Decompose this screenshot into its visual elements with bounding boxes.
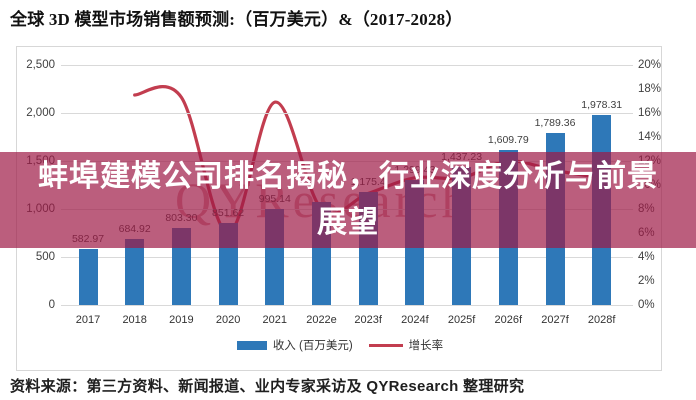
- revenue-legend-label: 收入 (百万美元): [272, 340, 353, 352]
- source-note: 资料来源：第三方资料、新闻报道、业内专家采访及 QYResearch 整理研究: [10, 378, 525, 395]
- left-axis-tick: 500: [35, 251, 55, 263]
- right-axis-tick: 2%: [638, 275, 655, 287]
- gridline: [61, 113, 633, 114]
- right-axis-tick: 16%: [638, 107, 662, 119]
- bar-value-label-2026f: 1,609.79: [487, 134, 529, 147]
- legend-item-growth: 增长率: [368, 337, 444, 353]
- overlay-banner-line2: 展望: [317, 206, 379, 239]
- revenue-bar-2018: [125, 239, 145, 305]
- x-axis-label-2026f: 2026f: [494, 314, 523, 326]
- left-axis-tick: 0: [48, 299, 55, 311]
- x-axis-label-2023f: 2023f: [354, 314, 382, 326]
- x-axis-label-2020: 2020: [215, 314, 241, 326]
- chart-title: 全球 3D 模型市场销售额预测:（百万美元）&（2017-2028）: [10, 10, 463, 29]
- right-axis-tick: 0%: [638, 299, 655, 311]
- chart-legend: 收入 (百万美元) 增长率: [17, 337, 663, 353]
- left-axis-tick: 2,500: [26, 59, 55, 71]
- x-axis-label-2027f: 2027f: [541, 314, 569, 326]
- x-axis-label-2021: 2021: [262, 314, 288, 326]
- gridline: [61, 65, 633, 66]
- right-axis-tick: 18%: [638, 83, 662, 95]
- x-axis-label-2019: 2019: [169, 314, 194, 326]
- x-axis-label-2025f: 2025f: [447, 314, 476, 326]
- bar-value-label-2028f: 1,978.31: [581, 99, 623, 112]
- legend-item-revenue: 收入 (百万美元): [236, 337, 353, 353]
- bar-value-label-2027f: 1,789.36: [534, 117, 576, 130]
- right-axis-tick: 20%: [638, 59, 662, 71]
- right-axis-tick: 4%: [638, 251, 655, 263]
- x-axis-label-2024f: 2024f: [401, 314, 429, 326]
- left-axis-tick: 2,000: [26, 107, 55, 119]
- overlay-banner-line1: 蚌埠建模公司排名揭秘，行业深度分析与前景: [38, 160, 658, 193]
- growth-legend-swatch-icon: [368, 343, 403, 347]
- x-axis-label-2028f: 2028f: [587, 314, 616, 326]
- right-axis-tick: 14%: [638, 131, 662, 143]
- gridline: [61, 257, 633, 258]
- x-axis-label-2017: 2017: [75, 314, 101, 326]
- overlay-banner: 蚌埠建模公司排名揭秘，行业深度分析与前景 展望: [0, 152, 696, 248]
- gridline: [61, 305, 633, 306]
- x-axis-label-2018: 2018: [122, 314, 147, 326]
- growth-legend-label: 增长率: [408, 340, 444, 352]
- revenue-legend-swatch-icon: [236, 340, 267, 350]
- revenue-bar-2017: [78, 249, 98, 305]
- x-axis-label-2022e: 2022e: [306, 314, 337, 326]
